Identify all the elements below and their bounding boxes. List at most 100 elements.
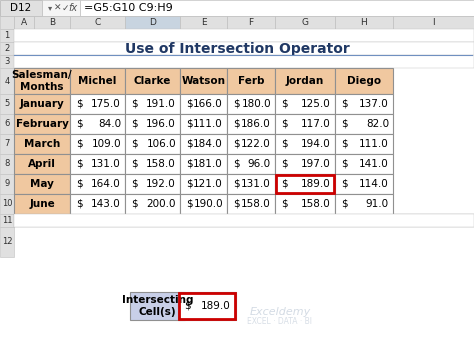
- Bar: [0, 134, 14, 154]
- Text: Clarke: Clarke: [134, 76, 171, 86]
- Bar: [70, 68, 125, 94]
- Bar: [0, 174, 14, 194]
- Bar: [180, 134, 227, 154]
- Bar: [0, 194, 14, 214]
- Bar: [275, 174, 335, 194]
- Bar: [335, 114, 393, 134]
- Text: $: $: [341, 99, 347, 109]
- Text: 125.0: 125.0: [301, 99, 331, 109]
- Bar: [180, 68, 227, 94]
- Text: =G5:G10 C9:H9: =G5:G10 C9:H9: [84, 3, 173, 13]
- Bar: [227, 154, 275, 174]
- Text: Intersecting
Cell(s): Intersecting Cell(s): [122, 295, 193, 317]
- Text: March: March: [24, 139, 60, 149]
- Text: Michel: Michel: [78, 76, 117, 86]
- Bar: [275, 94, 335, 114]
- Text: 164.0: 164.0: [91, 179, 121, 189]
- Bar: [180, 114, 227, 134]
- Bar: [70, 154, 125, 174]
- Bar: [42, 0, 80, 16]
- Text: 158.0: 158.0: [301, 199, 331, 209]
- Text: ✓: ✓: [61, 3, 69, 12]
- Bar: [275, 154, 335, 174]
- Bar: [14, 68, 70, 94]
- Bar: [70, 114, 125, 134]
- Bar: [0, 42, 14, 55]
- Text: $: $: [131, 139, 137, 149]
- Text: F: F: [248, 18, 254, 27]
- Bar: [335, 154, 393, 174]
- Bar: [14, 134, 70, 154]
- Bar: [276, 175, 334, 193]
- Text: Salesman/
Months: Salesman/ Months: [12, 70, 73, 92]
- Text: D12: D12: [10, 3, 32, 13]
- Bar: [0, 94, 14, 114]
- Text: April: April: [28, 159, 56, 169]
- Text: H: H: [361, 18, 367, 27]
- Bar: [70, 174, 125, 194]
- Bar: [14, 114, 70, 134]
- Bar: [0, 55, 14, 68]
- Text: May: May: [30, 179, 54, 189]
- Text: $: $: [131, 159, 137, 169]
- Text: 11: 11: [2, 216, 12, 225]
- Bar: [14, 55, 474, 68]
- Text: $: $: [233, 119, 240, 129]
- Bar: [180, 174, 227, 194]
- Text: 4: 4: [4, 76, 9, 85]
- Text: 158.0: 158.0: [146, 159, 176, 169]
- Text: Use of Intersection Operator: Use of Intersection Operator: [125, 42, 349, 56]
- Text: 2: 2: [4, 44, 9, 53]
- Text: $: $: [341, 199, 347, 209]
- Bar: [14, 194, 70, 214]
- Text: $: $: [233, 139, 240, 149]
- Text: G: G: [301, 18, 309, 27]
- Bar: [335, 174, 393, 194]
- Text: Exceldemy: Exceldemy: [249, 307, 310, 317]
- Text: 114.0: 114.0: [359, 179, 389, 189]
- Text: $: $: [281, 159, 288, 169]
- Bar: [335, 134, 393, 154]
- Bar: [227, 194, 275, 214]
- Text: 194.0: 194.0: [301, 139, 331, 149]
- Text: 122.0: 122.0: [241, 139, 271, 149]
- Text: 189.0: 189.0: [301, 179, 331, 189]
- Text: $: $: [186, 179, 192, 189]
- Bar: [335, 94, 393, 114]
- Bar: [335, 16, 393, 29]
- Text: $: $: [131, 99, 137, 109]
- Text: $: $: [233, 99, 240, 109]
- Text: $: $: [76, 159, 82, 169]
- Bar: [14, 154, 70, 174]
- Text: $: $: [186, 159, 192, 169]
- Bar: [70, 134, 125, 154]
- Bar: [125, 194, 180, 214]
- Text: 84.0: 84.0: [98, 119, 121, 129]
- Text: 131.0: 131.0: [91, 159, 121, 169]
- Bar: [179, 293, 235, 319]
- Text: 180.0: 180.0: [241, 99, 271, 109]
- Text: 175.0: 175.0: [91, 99, 121, 109]
- Text: 141.0: 141.0: [359, 159, 389, 169]
- Text: 200.0: 200.0: [146, 199, 176, 209]
- Text: $: $: [341, 119, 347, 129]
- Text: June: June: [29, 199, 55, 209]
- Text: $: $: [131, 119, 137, 129]
- Text: $: $: [341, 159, 347, 169]
- Bar: [275, 16, 335, 29]
- Bar: [180, 154, 227, 174]
- Text: 137.0: 137.0: [359, 99, 389, 109]
- Text: Diego: Diego: [347, 76, 381, 86]
- Text: 181.0: 181.0: [193, 159, 223, 169]
- Text: 117.0: 117.0: [301, 119, 331, 129]
- Bar: [14, 29, 474, 42]
- Text: 191.0: 191.0: [146, 99, 176, 109]
- Text: $: $: [186, 199, 192, 209]
- Text: February: February: [16, 119, 68, 129]
- Bar: [125, 134, 180, 154]
- Text: 12: 12: [2, 237, 12, 247]
- Text: 131.0: 131.0: [241, 179, 271, 189]
- Bar: [34, 16, 70, 29]
- Bar: [70, 194, 125, 214]
- Text: $: $: [184, 301, 191, 311]
